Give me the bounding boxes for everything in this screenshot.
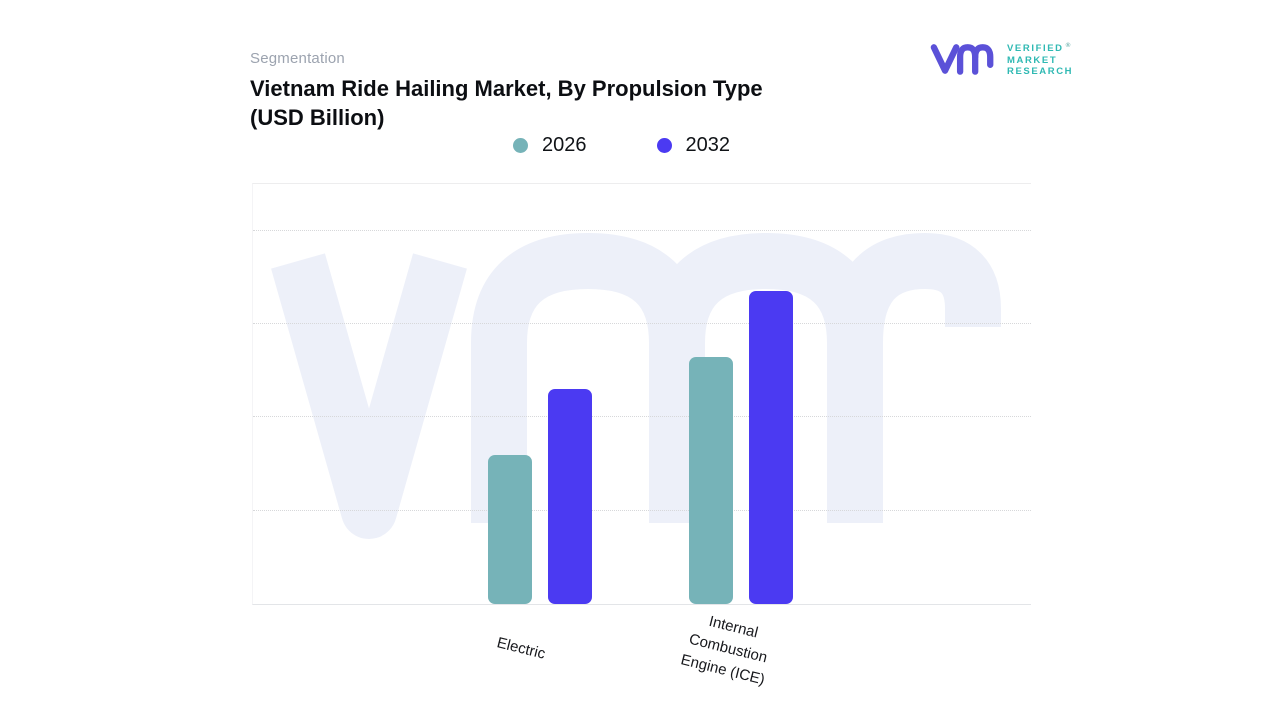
legend-label: 2032 — [685, 134, 731, 156]
legend-dot-icon — [656, 138, 672, 153]
bar-group-ice — [689, 291, 793, 604]
x-axis-label-line: Electric — [495, 634, 548, 663]
vmr-logo-icon — [930, 44, 994, 75]
gridline — [253, 323, 1031, 324]
bar-2026-electric — [488, 454, 532, 604]
bar-2032-ice — [749, 291, 793, 604]
legend-item-2026: 2026 — [513, 134, 587, 157]
x-axis-label-electric: Electric — [436, 618, 606, 680]
vmr-logo: VERIFIED ® MARKET RESEARCH — [930, 40, 1073, 78]
chart-title-line-1: Vietnam Ride Hailing Market, By Propulsi… — [250, 76, 763, 101]
bar-2026-ice — [689, 356, 733, 604]
legend-label: 2026 — [542, 134, 587, 156]
chart-title-line-2: (USD Billion) — [250, 105, 385, 130]
chart-title: Vietnam Ride Hailing Market, By Propulsi… — [250, 74, 763, 132]
logo-line-verified: VERIFIED ® — [1007, 42, 1071, 55]
bar-group-electric — [488, 389, 592, 604]
legend-dot-icon — [513, 138, 528, 153]
legend-item-2032: 2032 — [656, 134, 731, 157]
segmentation-label: Segmentation — [250, 50, 345, 67]
chart-legend: 2026 2032 — [513, 134, 730, 157]
gridline — [253, 509, 1031, 511]
vmr-watermark-icon — [271, 233, 1001, 539]
plot-area — [252, 183, 1031, 605]
vmr-logo-text: VERIFIED ® MARKET RESEARCH — [1007, 40, 1073, 78]
logo-line-research: RESEARCH — [1007, 66, 1074, 78]
gridline — [253, 229, 1031, 231]
registered-trademark-icon: ® — [1065, 42, 1071, 50]
x-axis-label-ice: Internal Combustion Engine (ICE) — [638, 596, 819, 701]
bar-2032-electric — [548, 389, 592, 604]
gridline — [253, 416, 1031, 418]
logo-line-market: MARKET — [1007, 54, 1058, 66]
